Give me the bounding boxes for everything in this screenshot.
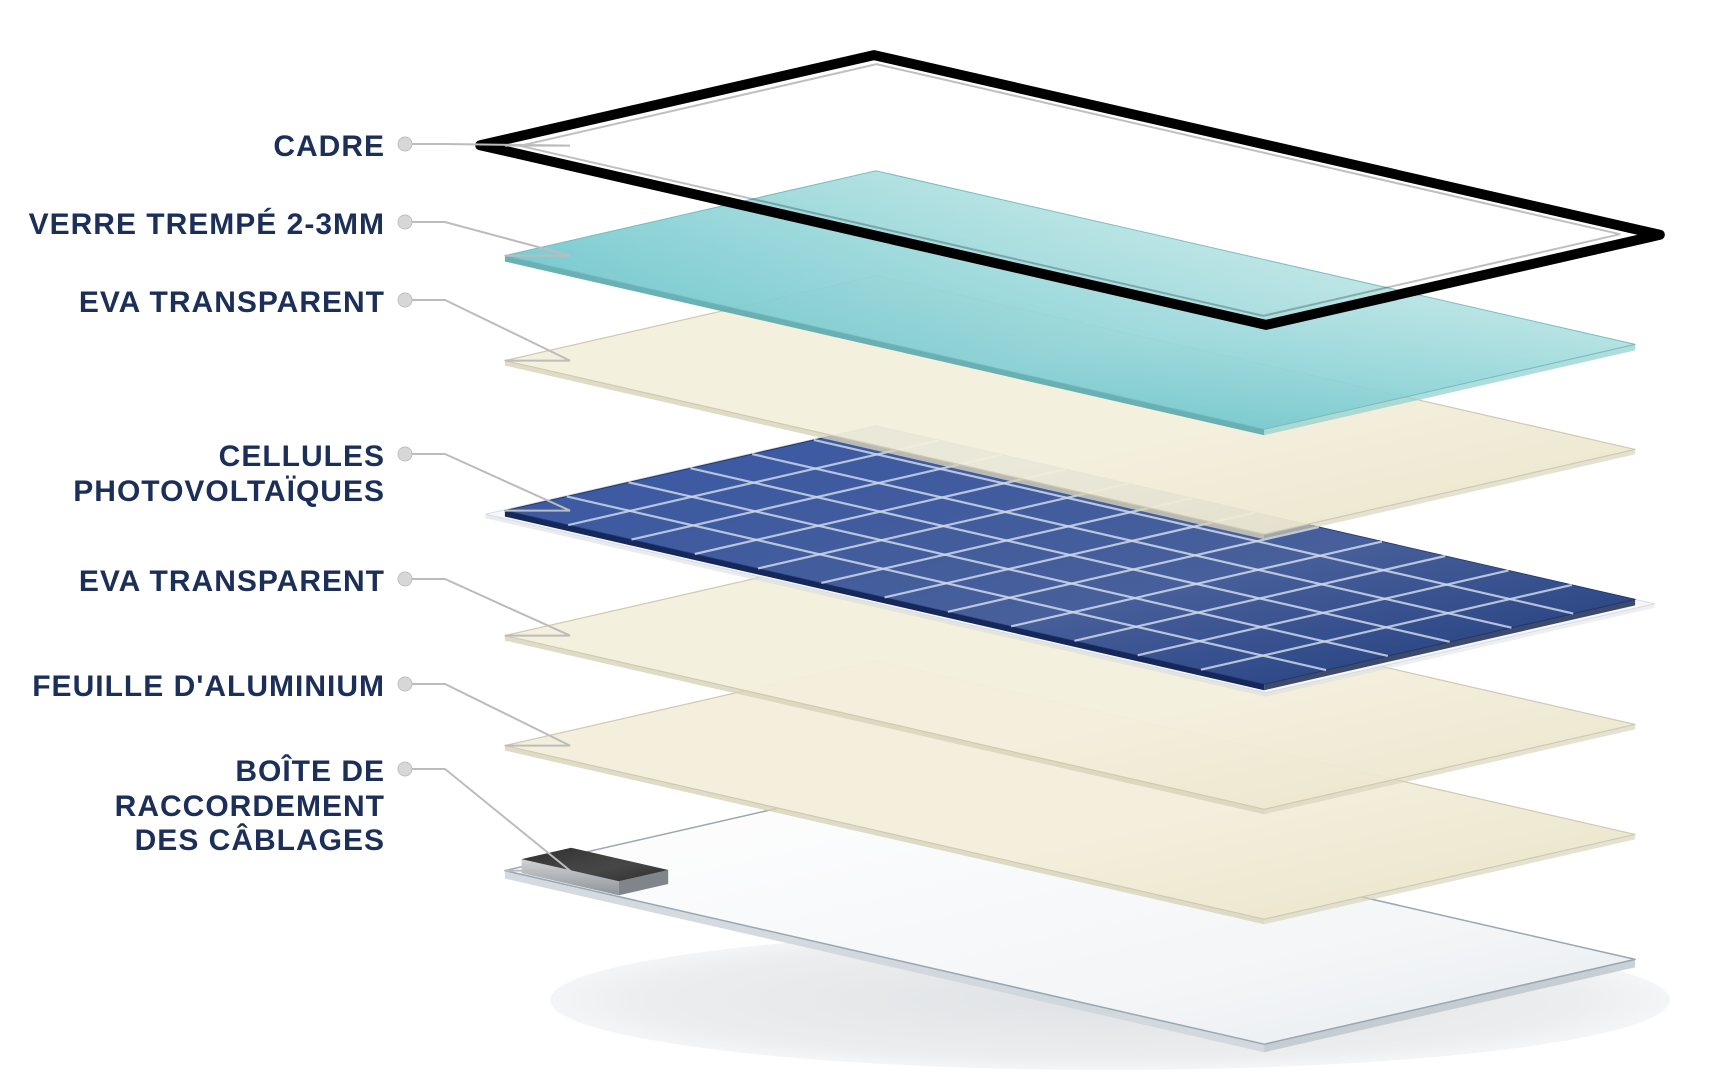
- label-backsheet: BOÎTE DE RACCORDEMENT DES CÂBLAGES: [0, 755, 385, 859]
- label-verre: VERRE TREMPÉ 2-3MM: [29, 208, 385, 243]
- diagram-stage: CADRE VERRE TREMPÉ 2-3MM EVA TRANSPARENT CE…: [0, 0, 1715, 1080]
- label-eva2: EVA TRANSPARENT: [79, 565, 385, 600]
- label-cellules: CELLULES PHOTOVOLTAÏQUES: [0, 440, 385, 509]
- label-aluminium: FEUILLE D'ALUMINIUM: [32, 670, 385, 705]
- diagram-svg: [0, 0, 1715, 1080]
- label-eva1: EVA TRANSPARENT: [79, 286, 385, 321]
- label-cadre: CADRE: [273, 130, 385, 165]
